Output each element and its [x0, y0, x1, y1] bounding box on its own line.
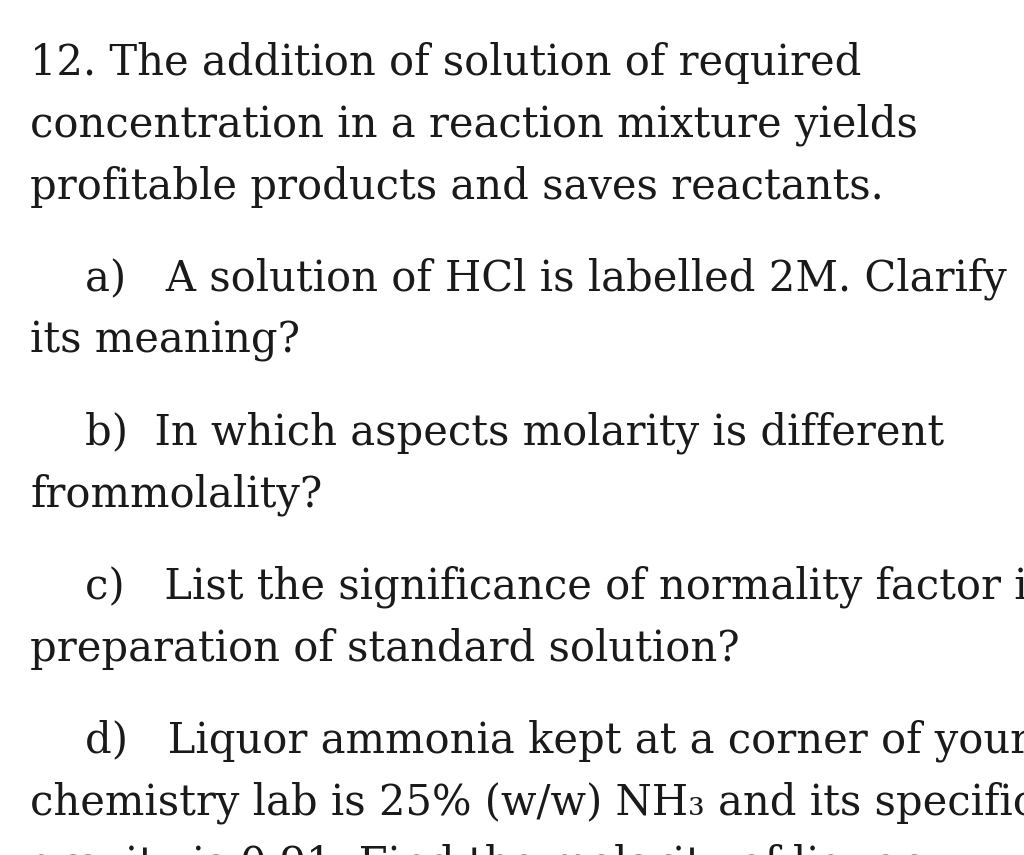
Text: a)   A solution of HCl is labelled 2M. Clarify: a) A solution of HCl is labelled 2M. Cla… — [85, 258, 1007, 300]
Text: 12. The addition of solution of required: 12. The addition of solution of required — [30, 42, 861, 84]
Text: gravity is 0.91. Find the molarity of liquor: gravity is 0.91. Find the molarity of li… — [30, 844, 919, 855]
Text: profitable products and saves reactants.: profitable products and saves reactants. — [30, 166, 884, 208]
Text: concentration in a reaction mixture yields: concentration in a reaction mixture yiel… — [30, 104, 918, 146]
Text: its meaning?: its meaning? — [30, 320, 300, 362]
Text: c)   List the significance of normality factor in: c) List the significance of normality fa… — [85, 566, 1024, 609]
Text: chemistry lab is 25% (w/w) NH₃ and its specific: chemistry lab is 25% (w/w) NH₃ and its s… — [30, 782, 1024, 824]
Text: frommolality?: frommolality? — [30, 474, 323, 516]
Text: preparation of standard solution?: preparation of standard solution? — [30, 628, 739, 670]
Text: d)   Liquor ammonia kept at a corner of your: d) Liquor ammonia kept at a corner of yo… — [85, 720, 1024, 763]
Text: b)  In which aspects molarity is different: b) In which aspects molarity is differen… — [85, 412, 944, 455]
